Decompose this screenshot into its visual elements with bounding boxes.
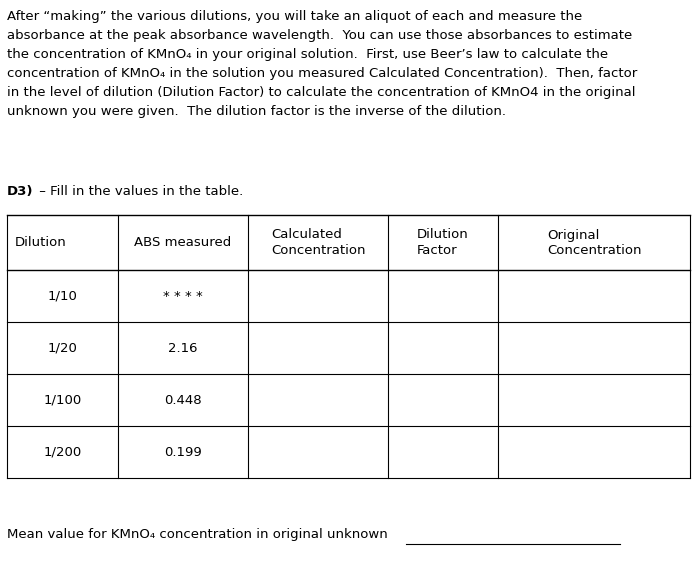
Text: ABS measured: ABS measured (134, 236, 232, 249)
Text: concentration of KMnO₄ in the solution you measured Calculated Concentration).  : concentration of KMnO₄ in the solution y… (7, 67, 637, 80)
Text: 0.199: 0.199 (164, 445, 202, 458)
Text: in the level of dilution (Dilution Factor) to calculate the concentration of KMn: in the level of dilution (Dilution Facto… (7, 86, 636, 99)
Text: 1/100: 1/100 (43, 393, 82, 407)
Text: 2.16: 2.16 (168, 342, 197, 354)
Text: absorbance at the peak absorbance wavelength.  You can use those absorbances to : absorbance at the peak absorbance wavele… (7, 29, 632, 42)
Text: D3): D3) (7, 185, 34, 198)
Text: Dilution: Dilution (15, 236, 66, 249)
Text: After “making” the various dilutions, you will take an aliquot of each and measu: After “making” the various dilutions, yo… (7, 10, 582, 23)
Text: 1/10: 1/10 (48, 290, 78, 302)
Text: unknown you were given.  The dilution factor is the inverse of the dilution.: unknown you were given. The dilution fac… (7, 105, 506, 118)
Text: 0.448: 0.448 (164, 393, 202, 407)
Text: – Fill in the values in the table.: – Fill in the values in the table. (35, 185, 244, 198)
Text: Original
Concentration: Original Concentration (547, 229, 641, 256)
Text: the concentration of KMnO₄ in your original solution.  First, use Beer’s law to : the concentration of KMnO₄ in your origi… (7, 48, 608, 61)
Text: 1/20: 1/20 (48, 342, 78, 354)
Text: Dilution
Factor: Dilution Factor (417, 229, 469, 256)
Text: * * * *: * * * * (163, 290, 203, 302)
Text: 1/200: 1/200 (43, 445, 82, 458)
Text: Calculated
Concentration: Calculated Concentration (271, 229, 365, 256)
Text: Mean value for KMnO₄ concentration in original unknown: Mean value for KMnO₄ concentration in or… (7, 528, 392, 541)
